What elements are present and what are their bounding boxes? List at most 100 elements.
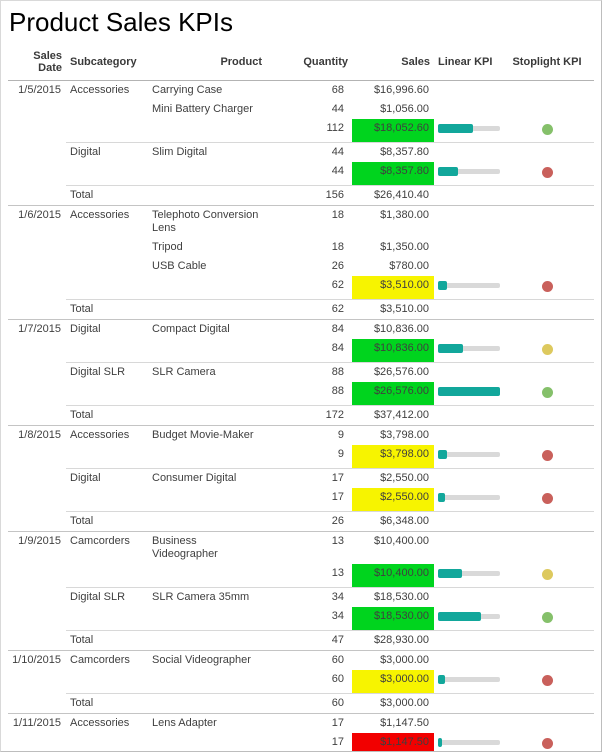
sales-cell-text: $3,000.00 xyxy=(380,673,429,685)
subcategory-cell-text: Total xyxy=(70,303,94,315)
subcategory-cell xyxy=(66,607,148,631)
total-row: Total 156 $26,410.40 xyxy=(8,185,594,206)
stoplight-kpi-cell xyxy=(500,405,594,426)
sales-date-cell: 1/9/2015 xyxy=(8,532,66,565)
quantity-cell: 44 xyxy=(266,162,352,186)
subcategory-cell xyxy=(66,339,148,363)
sales-cell-text: $1,147.50 xyxy=(380,736,429,748)
stoplight-kpi-cell xyxy=(500,276,594,300)
detail-row: USB Cable 26 $780.00 xyxy=(8,257,594,276)
stoplight-kpi-cell xyxy=(500,185,594,206)
stoplight-kpi-cell xyxy=(500,651,594,671)
sales-cell: $28,930.00 xyxy=(352,630,434,651)
linear-kpi-cell xyxy=(434,81,500,101)
subcategory-cell: Total xyxy=(66,693,148,714)
linear-gauge-track xyxy=(438,167,500,176)
quantity-cell: 84 xyxy=(266,320,352,340)
subcategory-cell-text: Total xyxy=(70,515,94,527)
sales-kpi-table: Sales Date Subcategory Product Quantity Sale… xyxy=(8,47,594,751)
quantity-cell-text: 17 xyxy=(331,736,344,748)
stoplight-red-icon xyxy=(541,493,553,504)
sales-cell: $3,000.00 xyxy=(352,651,434,671)
subcategory-cell-text: Digital SLR xyxy=(70,366,126,378)
stoplight-yellow-icon xyxy=(541,569,553,580)
linear-kpi-cell xyxy=(434,143,500,163)
sales-cell-text: $1,380.00 xyxy=(380,209,429,221)
sales-cell-text: $10,836.00 xyxy=(373,323,429,335)
quantity-cell-text: 84 xyxy=(331,342,344,354)
stoplight-kpi-cell xyxy=(500,426,594,446)
sales-cell-text: $3,510.00 xyxy=(380,279,429,291)
quantity-cell-text: 26 xyxy=(331,515,344,527)
quantity-cell: 44 xyxy=(266,100,352,119)
stoplight-red-icon xyxy=(541,675,553,686)
sales-cell-text: $37,412.00 xyxy=(373,409,429,421)
product-cell xyxy=(148,185,266,206)
product-cell xyxy=(148,405,266,426)
sales-date-cell xyxy=(8,693,66,714)
quantity-cell: 17 xyxy=(266,733,352,751)
quantity-cell: 17 xyxy=(266,488,352,512)
stoplight-kpi-cell xyxy=(500,670,594,694)
subcategory-cell xyxy=(66,564,148,588)
quantity-cell-text: 62 xyxy=(331,303,344,315)
subtotal-row: 17 $1,147.50 xyxy=(8,733,594,751)
linear-kpi-cell xyxy=(434,162,500,186)
linear-kpi-cell xyxy=(434,693,500,714)
subcategory-cell: Total xyxy=(66,185,148,206)
quantity-cell: 172 xyxy=(266,405,352,426)
stoplight-kpi-cell xyxy=(500,511,594,532)
sales-cell: $18,052.60 xyxy=(352,119,434,143)
stoplight-kpi-cell xyxy=(500,630,594,651)
linear-kpi-cell xyxy=(434,564,500,588)
subcategory-cell xyxy=(66,238,148,257)
stoplight-kpi-cell xyxy=(500,532,594,565)
quantity-cell-text: 26 xyxy=(331,260,344,272)
subcategory-cell xyxy=(66,382,148,406)
product-cell xyxy=(148,488,266,512)
stoplight-kpi-cell xyxy=(500,299,594,320)
subcategory-cell: Camcorders xyxy=(66,532,148,565)
sales-date-cell xyxy=(8,670,66,694)
quantity-cell-text: 112 xyxy=(326,122,344,134)
quantity-cell: 60 xyxy=(266,670,352,694)
product-cell xyxy=(148,733,266,751)
sales-date-cell: 1/11/2015 xyxy=(8,714,66,734)
product-cell: Consumer Digital xyxy=(148,469,266,489)
quantity-cell-text: 47 xyxy=(331,634,344,646)
sales-cell-text: $1,056.00 xyxy=(380,103,429,115)
sales-cell-text: $3,798.00 xyxy=(380,429,429,441)
sales-date-cell xyxy=(8,363,66,383)
table-header-row: Sales Date Subcategory Product Quantity Sale… xyxy=(8,47,594,81)
linear-kpi-cell xyxy=(434,119,500,143)
subcategory-cell xyxy=(66,257,148,276)
linear-gauge-track xyxy=(438,738,500,747)
sales-cell-text: $16,996.60 xyxy=(373,84,429,96)
sales-cell-text: $1,147.50 xyxy=(380,717,429,729)
quantity-cell: 13 xyxy=(266,532,352,565)
quantity-cell-text: 18 xyxy=(331,241,344,253)
product-cell-text: Mini Battery Charger xyxy=(152,103,253,115)
quantity-cell-text: 88 xyxy=(331,366,344,378)
sales-cell: $1,147.50 xyxy=(352,733,434,751)
linear-gauge-bar xyxy=(438,124,473,133)
quantity-cell-text: 156 xyxy=(325,189,344,201)
product-cell-text: USB Cable xyxy=(152,260,207,272)
quantity-cell: 60 xyxy=(266,651,352,671)
sales-date-cell-text: 1/11/2015 xyxy=(12,717,61,729)
sales-date-cell: 1/10/2015 xyxy=(8,651,66,671)
detail-row: 1/6/2015 Accessories Telephoto Conversion … xyxy=(8,206,594,239)
subcategory-cell-text: Digital xyxy=(70,146,101,158)
sales-cell-text: $3,798.00 xyxy=(380,448,429,460)
product-cell: Carrying Case xyxy=(148,81,266,101)
product-cell xyxy=(148,299,266,320)
quantity-cell-text: 18 xyxy=(331,209,344,221)
sales-cell-text: $28,930.00 xyxy=(373,634,429,646)
detail-row: 1/7/2015 Digital Compact Digital 84 $10,836.… xyxy=(8,320,594,340)
quantity-cell-text: 44 xyxy=(331,103,344,115)
sales-cell: $18,530.00 xyxy=(352,607,434,631)
quantity-cell: 26 xyxy=(266,511,352,532)
subcategory-cell-text: Accessories xyxy=(70,84,130,96)
product-cell-text: Carrying Case xyxy=(152,84,223,96)
quantity-cell-text: 172 xyxy=(325,409,344,421)
